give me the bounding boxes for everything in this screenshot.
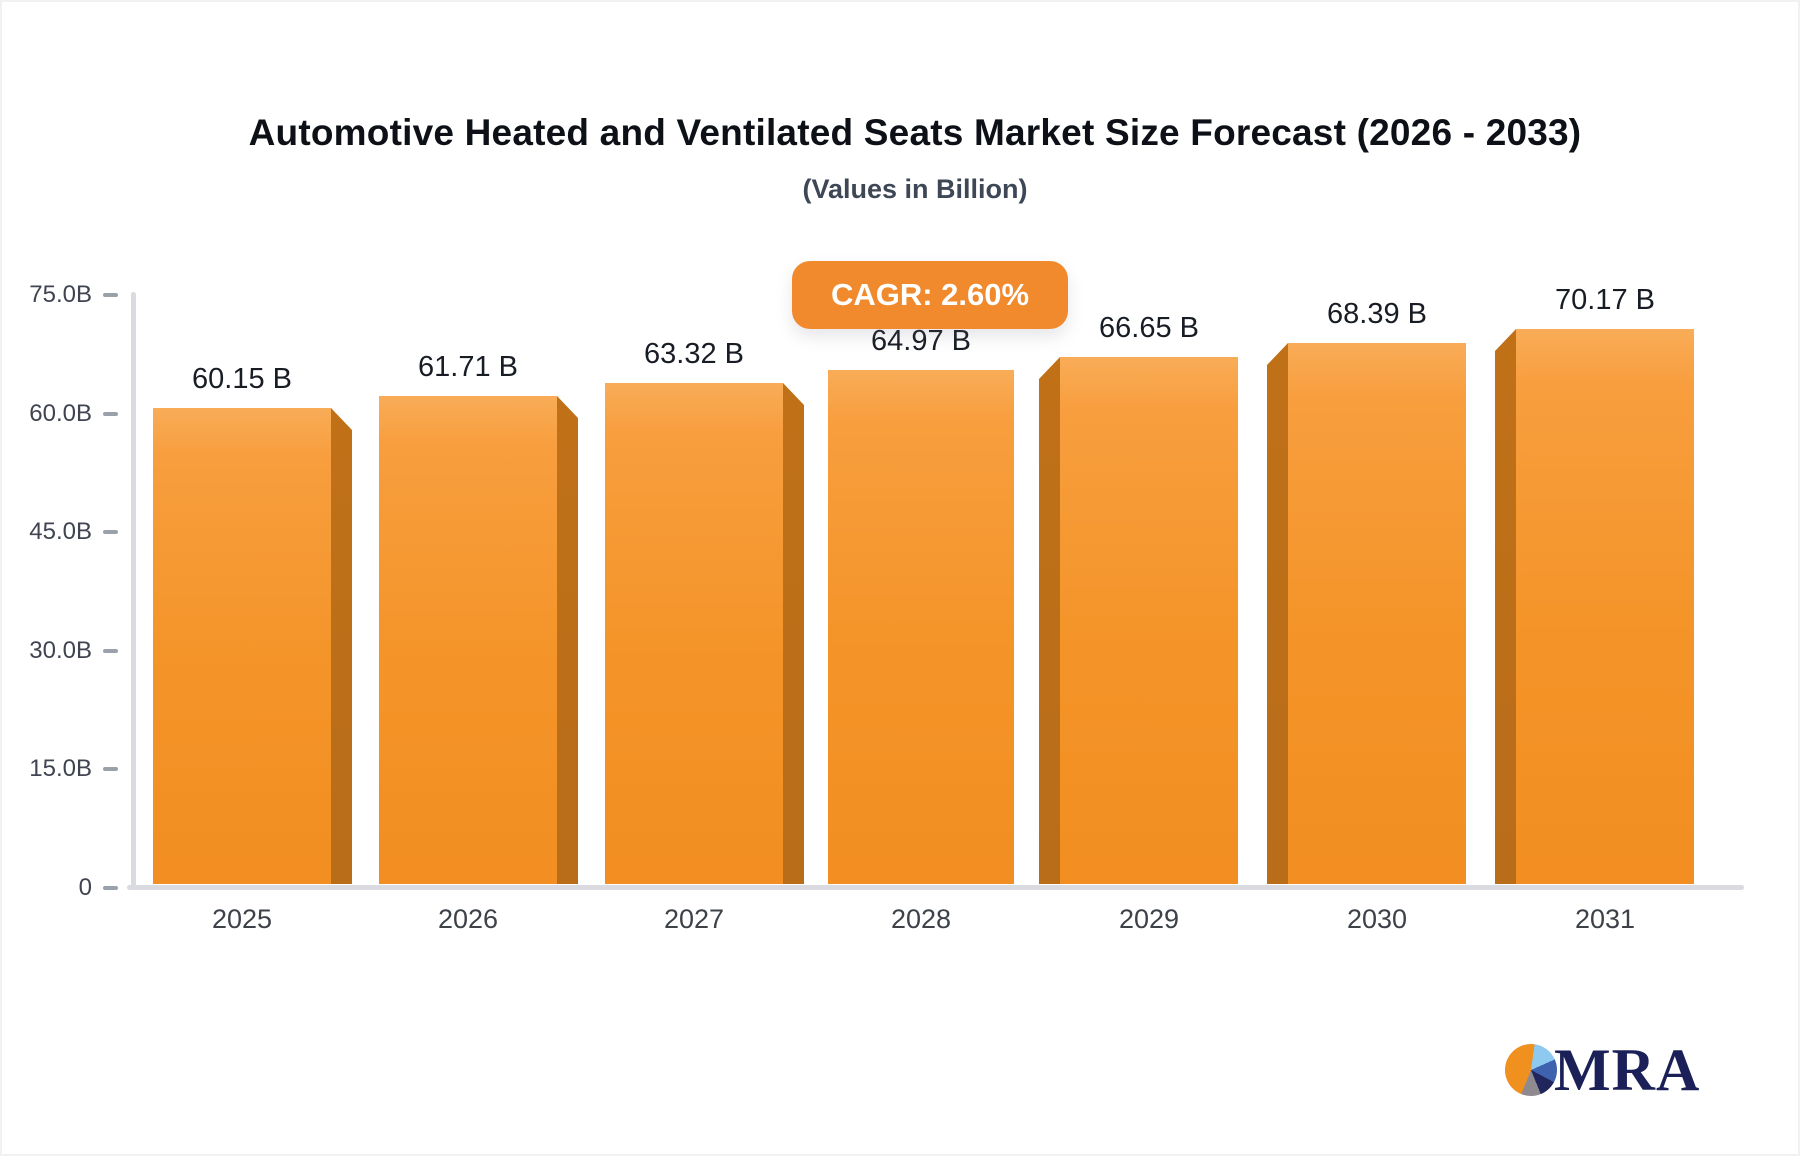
bar-3d-side xyxy=(331,408,352,884)
bar-3d-side xyxy=(1495,329,1516,884)
bar-value-label: 64.97 B xyxy=(871,325,971,357)
x-axis-label-2030: 2030 xyxy=(1346,904,1408,934)
bar-2031: 70.17 B xyxy=(1495,269,1694,884)
bar-2030: 68.39 B xyxy=(1267,283,1466,884)
bar-2028: 64.97 B xyxy=(828,310,1014,884)
bar-2025: 60.15 B xyxy=(153,348,352,884)
logo-text: MRA xyxy=(1554,1037,1701,1103)
y-tick-mark xyxy=(103,767,118,772)
bar-3d-side xyxy=(557,396,578,884)
bar-value-label: 63.32 B xyxy=(644,338,744,370)
y-tick-label: 75.0B xyxy=(29,281,92,308)
bar-face xyxy=(1516,329,1694,884)
y-tick-mark xyxy=(103,648,118,653)
bar-2026: 61.71 B xyxy=(379,336,578,884)
bar-face xyxy=(828,370,1014,884)
bar-3d-side xyxy=(1267,343,1288,884)
bar-value-label: 66.65 B xyxy=(1099,312,1199,344)
x-axis-label-2029: 2029 xyxy=(1118,904,1180,934)
y-tick-label: 60.0B xyxy=(29,399,92,427)
x-axis-label-2027: 2027 xyxy=(663,904,725,934)
x-axis-label-2025: 2025 xyxy=(211,904,273,934)
bar-face xyxy=(1060,357,1238,884)
y-tick-mark xyxy=(103,886,118,890)
bar-face xyxy=(1288,343,1466,884)
bar-value-label: 61.71 B xyxy=(418,351,518,383)
bar-2029: 66.65 B xyxy=(1039,297,1238,884)
y-tick-label: 0 xyxy=(78,874,92,901)
bar-3d-side xyxy=(1039,357,1060,884)
y-tick-mark xyxy=(103,293,118,297)
bar-3d-side xyxy=(783,383,804,884)
y-tick-label: 30.0B xyxy=(29,636,92,664)
mra-logo: MRA xyxy=(1505,1040,1700,1100)
bar-face xyxy=(379,396,557,884)
bar-face xyxy=(153,408,331,884)
x-axis-label-2031: 2031 xyxy=(1574,904,1636,934)
cagr-badge: CAGR: 2.60% xyxy=(792,261,1068,329)
y-tick-label: 15.0B xyxy=(29,755,92,783)
pie-chart-logo-icon xyxy=(1505,1044,1557,1096)
x-axis-label-2028: 2028 xyxy=(890,904,952,934)
x-axis-line xyxy=(127,885,1744,890)
bar-value-label: 68.39 B xyxy=(1327,298,1427,330)
y-tick-mark xyxy=(103,530,118,535)
chart-subtitle: (Values in Billion) xyxy=(802,174,1028,204)
y-tick-mark xyxy=(103,411,118,416)
x-axis-label-2026: 2026 xyxy=(437,904,499,934)
y-tick-label: 45.0B xyxy=(29,518,92,546)
bar-value-label: 60.15 B xyxy=(192,363,292,395)
y-axis-line xyxy=(131,292,136,888)
chart-title: Automotive Heated and Ventilated Seats M… xyxy=(248,112,1582,153)
bar-value-label: 70.17 B xyxy=(1555,284,1655,316)
bar-face xyxy=(605,383,783,884)
bar-2027: 63.32 B xyxy=(605,323,804,884)
